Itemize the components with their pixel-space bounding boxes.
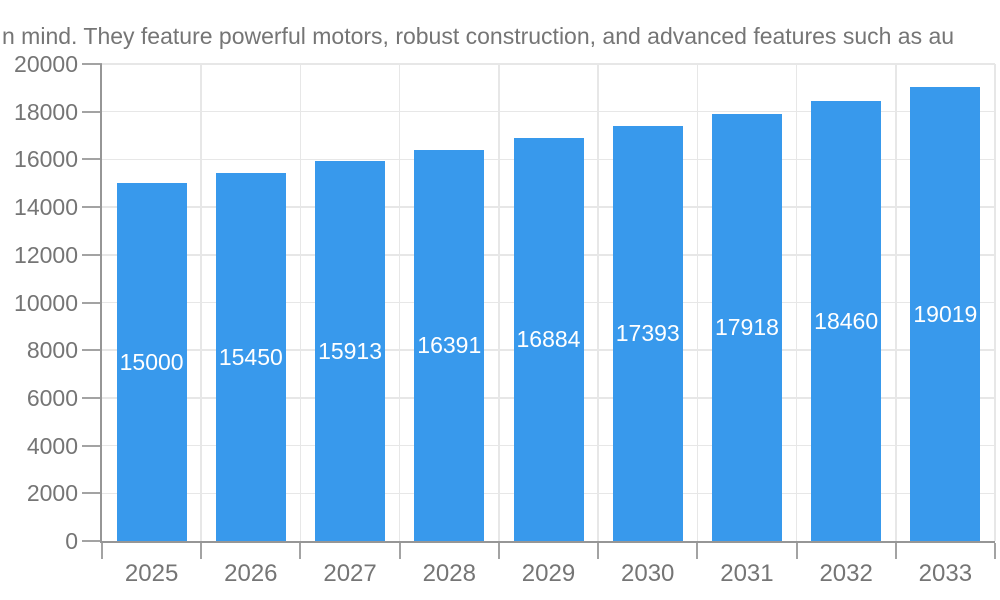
bar-2025: 15000 — [116, 183, 187, 541]
y-axis-tick-label: 12000 — [14, 241, 78, 268]
y-axis-tick — [82, 349, 102, 352]
gridline-horizontal — [102, 110, 995, 113]
gridline-vertical — [398, 64, 401, 541]
x-axis-tick — [597, 543, 600, 559]
y-axis-tick — [82, 396, 102, 399]
gridline-vertical — [696, 64, 699, 541]
x-axis-tick — [795, 543, 798, 559]
x-axis-tick — [994, 543, 996, 559]
y-axis-tick-label: 20000 — [14, 51, 78, 77]
bar-value-label: 16391 — [417, 332, 482, 358]
x-axis-tick-label: 2030 — [621, 560, 675, 587]
bar-2031: 17918 — [711, 114, 782, 541]
gridline-vertical — [994, 64, 996, 541]
y-axis-tick — [82, 540, 102, 542]
bar-value-label: 17918 — [714, 314, 779, 340]
y-axis-tick — [82, 253, 102, 256]
x-axis-tick-label: 2029 — [521, 560, 576, 587]
gridline-vertical — [894, 64, 897, 541]
chart-title: n mind. They feature powerful motors, ro… — [2, 23, 955, 49]
bar-value-label: 17393 — [615, 320, 680, 346]
y-axis-tick — [82, 63, 102, 65]
x-axis-line — [100, 541, 995, 543]
bar-2026: 15450 — [215, 173, 286, 541]
x-axis-tick-label: 2028 — [422, 560, 476, 587]
x-axis-tick-label: 2026 — [224, 560, 278, 587]
bar-2028: 16391 — [414, 150, 485, 541]
x-axis-tick — [200, 543, 203, 559]
y-axis-tick-label: 14000 — [14, 194, 78, 221]
bar-value-label: 18460 — [814, 307, 879, 334]
gridline-vertical — [200, 64, 203, 541]
y-axis-tick — [82, 301, 102, 304]
gridline-vertical — [795, 64, 798, 541]
x-axis-tick-label: 2033 — [918, 560, 973, 587]
gridline-vertical — [498, 64, 500, 541]
y-axis-tick — [82, 444, 102, 447]
y-axis-tick-label: 16000 — [14, 146, 78, 173]
bar-2032: 18460 — [811, 101, 882, 541]
x-axis-tick — [101, 543, 103, 559]
x-axis-tick — [894, 543, 897, 559]
x-axis-tick-label: 2025 — [124, 560, 179, 587]
bar-2029: 16884 — [513, 138, 584, 541]
bar-2033: 19019 — [910, 87, 981, 541]
x-axis-tick — [299, 543, 302, 559]
y-axis-tick — [82, 158, 102, 161]
gridline-vertical — [299, 64, 302, 541]
bar-value-label: 15000 — [119, 348, 184, 375]
bar-value-label: 15913 — [318, 337, 383, 364]
x-axis-tick-label: 2032 — [819, 560, 873, 587]
bar-value-label: 16884 — [516, 326, 581, 352]
bar-2030: 17393 — [612, 126, 683, 541]
x-axis-tick-label: 2031 — [720, 560, 774, 587]
y-axis-tick — [82, 206, 102, 209]
gridline-vertical — [597, 64, 599, 541]
y-axis-tick-label: 8000 — [26, 337, 78, 364]
y-axis-tick — [82, 110, 102, 113]
gridline-horizontal — [102, 63, 995, 65]
bar-2027: 15913 — [315, 161, 386, 541]
y-axis-tick — [82, 492, 102, 495]
y-axis-tick-label: 0 — [65, 528, 78, 554]
x-axis-tick-label: 2027 — [323, 560, 377, 587]
y-axis-tick-label: 18000 — [14, 98, 78, 125]
y-axis-tick-label: 2000 — [26, 480, 78, 507]
bar-value-label: 19019 — [913, 300, 978, 327]
y-axis-tick-label: 6000 — [26, 384, 78, 411]
x-axis-tick — [398, 543, 401, 559]
x-axis-tick — [497, 543, 500, 559]
x-axis-tick — [696, 543, 699, 559]
y-axis-line — [100, 64, 102, 543]
y-axis-tick-label: 4000 — [26, 432, 78, 459]
bar-value-label: 15450 — [218, 343, 283, 370]
y-axis-tick-label: 10000 — [14, 289, 78, 316]
